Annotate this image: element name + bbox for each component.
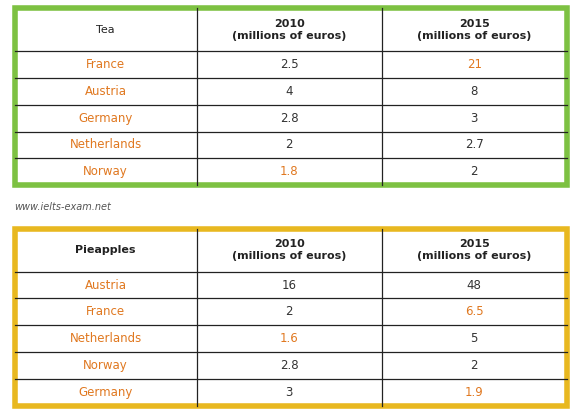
Text: France: France — [86, 305, 125, 318]
Text: www.ielts-exam.net: www.ielts-exam.net — [14, 202, 111, 212]
Text: 2: 2 — [470, 165, 478, 178]
Text: 3: 3 — [285, 386, 293, 399]
Text: 1.8: 1.8 — [280, 165, 299, 178]
Text: 2: 2 — [285, 305, 293, 318]
Text: 4: 4 — [285, 85, 293, 98]
Text: 1.9: 1.9 — [465, 386, 484, 399]
Text: 2: 2 — [470, 359, 478, 372]
Text: 2010
(millions of euros): 2010 (millions of euros) — [232, 19, 346, 41]
Bar — [14, 229, 567, 406]
Text: 8: 8 — [470, 85, 478, 98]
Text: 21: 21 — [467, 58, 481, 71]
Text: Norway: Norway — [84, 359, 128, 372]
Text: France: France — [86, 58, 125, 71]
Text: Pieapples: Pieapples — [75, 245, 136, 255]
Text: 2.8: 2.8 — [280, 359, 299, 372]
Text: 1.6: 1.6 — [280, 332, 299, 345]
Text: 3: 3 — [470, 111, 478, 125]
Text: Germany: Germany — [78, 386, 133, 399]
Text: 2: 2 — [285, 139, 293, 151]
Text: 6.5: 6.5 — [465, 305, 484, 318]
Text: 2.8: 2.8 — [280, 111, 299, 125]
Text: Austria: Austria — [85, 85, 126, 98]
Text: Tea: Tea — [96, 25, 115, 35]
Text: 5: 5 — [470, 332, 478, 345]
Text: 2015
(millions of euros): 2015 (millions of euros) — [417, 239, 531, 261]
Text: Austria: Austria — [85, 279, 126, 292]
Text: 2015
(millions of euros): 2015 (millions of euros) — [417, 19, 531, 41]
Text: Germany: Germany — [78, 111, 133, 125]
Text: Norway: Norway — [84, 165, 128, 178]
Text: 2.5: 2.5 — [280, 58, 299, 71]
Bar — [14, 8, 567, 185]
Text: 16: 16 — [282, 279, 297, 292]
Text: Netherlands: Netherlands — [70, 139, 142, 151]
Text: 2010
(millions of euros): 2010 (millions of euros) — [232, 239, 346, 261]
Text: Netherlands: Netherlands — [70, 332, 142, 345]
Text: 2.7: 2.7 — [465, 139, 484, 151]
Text: 48: 48 — [467, 279, 481, 292]
